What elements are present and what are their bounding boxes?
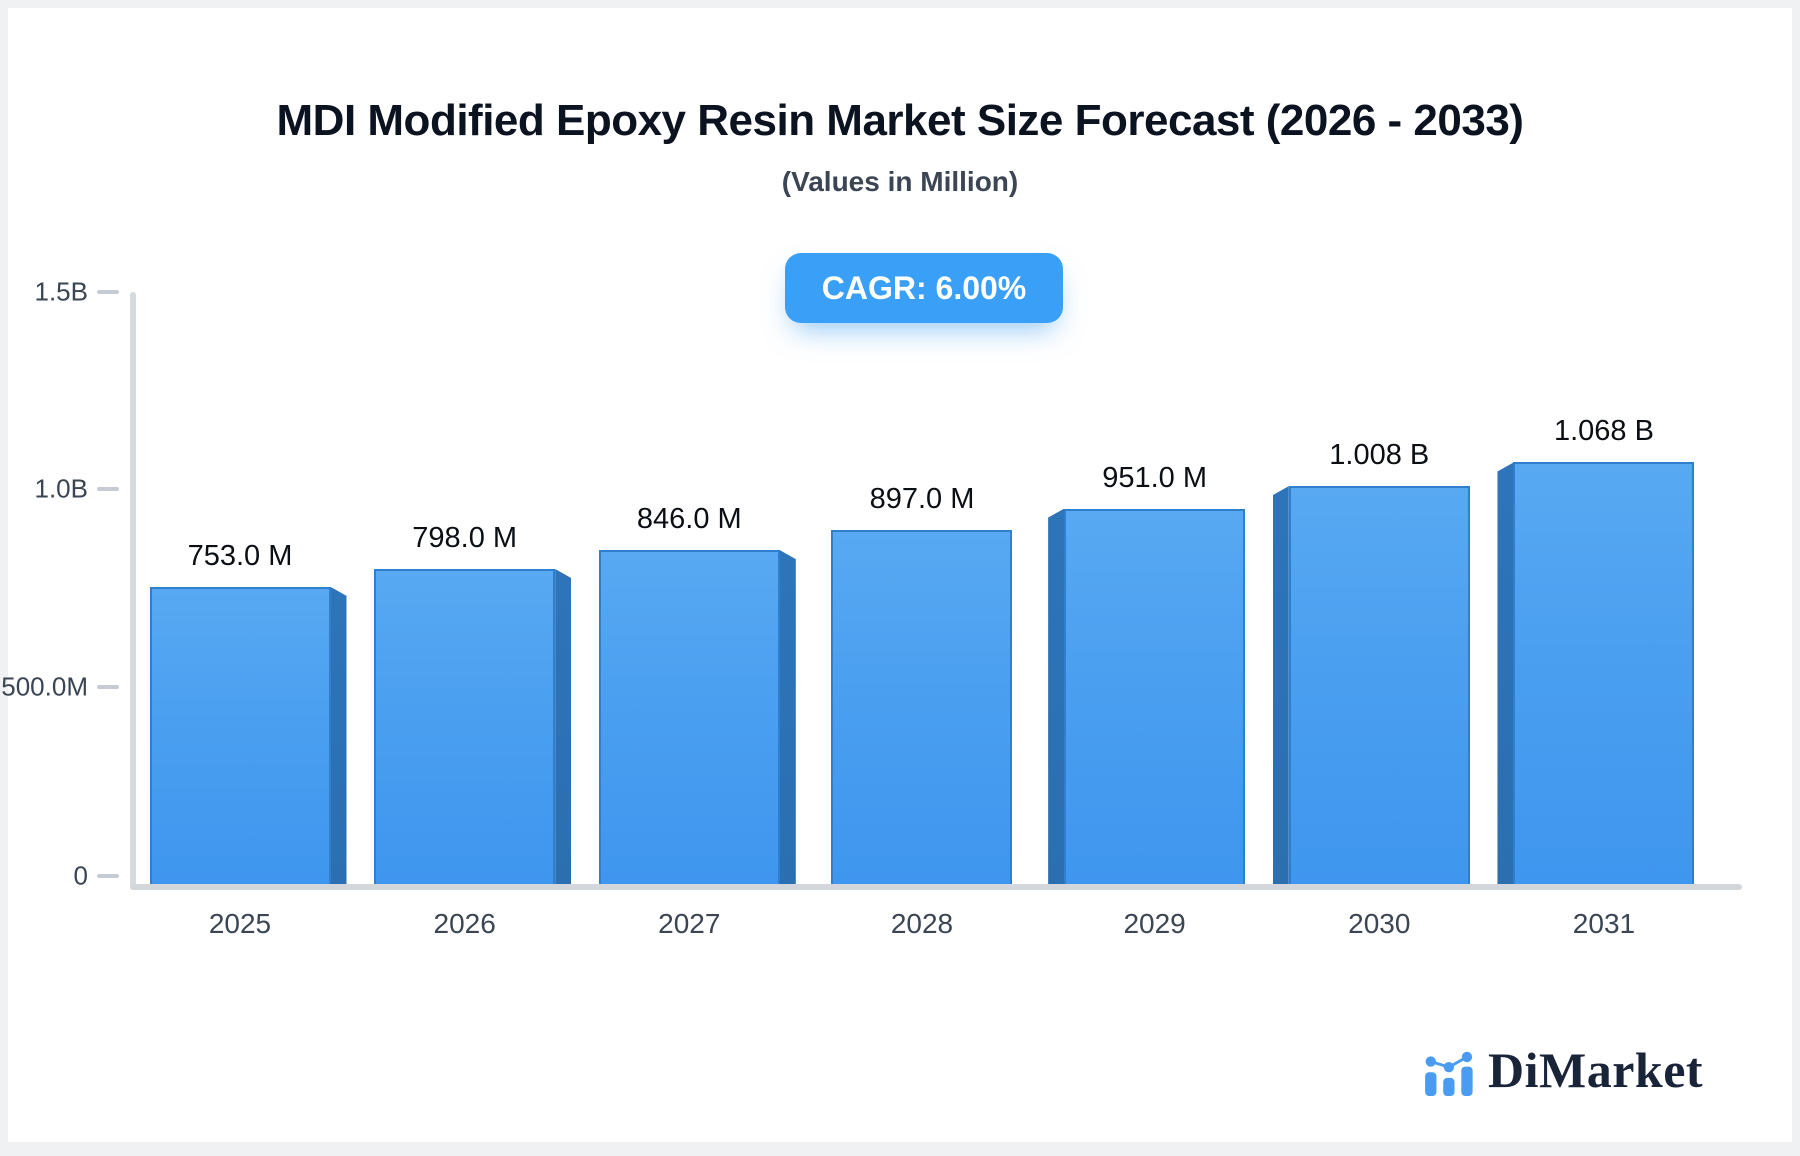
bar-side-face-2025 [330, 586, 347, 884]
bar-2030[interactable] [1288, 486, 1470, 884]
chart-subtitle: (Values in Million) [781, 166, 1019, 197]
bar-side-face-2026 [555, 569, 572, 884]
y-axis-tick-label: 1.5B [34, 276, 89, 307]
x-axis-label-2027: 2027 [658, 908, 721, 939]
y-axis-tick-dash [97, 290, 119, 294]
y-axis-tick-label: 500.0M [1, 671, 88, 702]
x-axis-label-2025: 2025 [208, 908, 272, 939]
bar-value-label-2028: 897.0 M [869, 482, 975, 515]
bar-2031[interactable] [1513, 462, 1695, 884]
x-axis-label-2026: 2026 [433, 908, 496, 939]
y-axis-line [130, 292, 136, 888]
brand-name: DiMarket [1488, 1042, 1704, 1098]
x-axis-label-2029: 2029 [1123, 908, 1186, 939]
bar-value-label-2029: 951.0 M [1102, 461, 1208, 494]
bar-chart-logo-icon [1424, 1042, 1476, 1098]
bar-value-label-2026: 798.0 M [412, 522, 518, 555]
y-axis-tick-dash [97, 874, 119, 878]
y-axis-tick-dash [97, 684, 119, 689]
x-axis-label-2031: 2031 [1572, 908, 1636, 939]
bar-value-label-2025: 753.0 M [187, 539, 293, 572]
bar-2029[interactable] [1064, 508, 1246, 884]
bar-2026[interactable] [374, 569, 556, 884]
brand-logo[interactable]: DiMarket [1424, 1036, 1703, 1104]
bar-value-label-2030: 1.008 B [1329, 439, 1430, 472]
bar-value-label-2027: 846.0 M [636, 503, 742, 536]
chart-title: MDI Modified Epoxy Resin Market Size For… [276, 96, 1524, 145]
bar-value-label-2031: 1.068 B [1553, 415, 1654, 448]
cagr-badge: CAGR: 6.00% [785, 253, 1063, 323]
bar-side-face-2031 [1497, 462, 1514, 884]
y-axis-tick-label: 0 [73, 860, 88, 891]
x-axis-line [130, 884, 1742, 890]
bar-2027[interactable] [598, 550, 780, 884]
bar-side-face-2030 [1272, 486, 1289, 884]
bar-side-face-2029 [1048, 508, 1065, 884]
bar-2025[interactable] [149, 586, 331, 884]
cagr-badge-label: CAGR: 6.00% [821, 269, 1027, 306]
bar-2028[interactable] [831, 529, 1013, 884]
x-axis-label-2030: 2030 [1348, 908, 1411, 939]
bar-side-face-2027 [779, 550, 796, 884]
y-axis-tick-dash [97, 487, 119, 492]
y-axis-tick-label: 1.0B [34, 473, 89, 504]
x-axis-label-2028: 2028 [890, 908, 954, 939]
